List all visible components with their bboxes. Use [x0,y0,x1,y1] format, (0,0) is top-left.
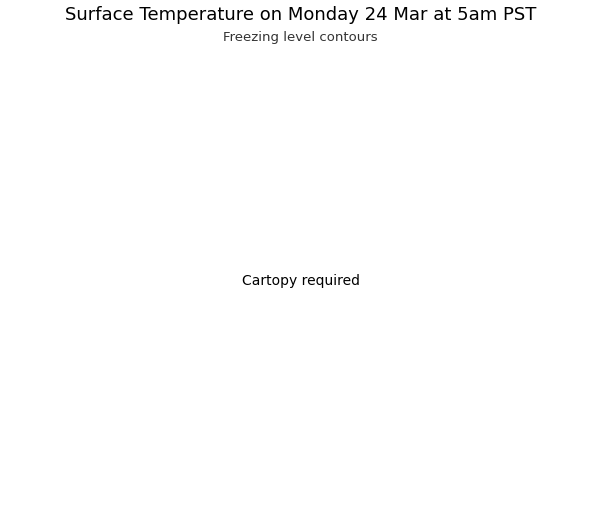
Text: Cartopy required: Cartopy required [242,273,359,288]
Text: Freezing level contours: Freezing level contours [223,31,378,44]
Text: Surface Temperature on Monday 24 Mar at 5am PST: Surface Temperature on Monday 24 Mar at … [65,6,536,24]
